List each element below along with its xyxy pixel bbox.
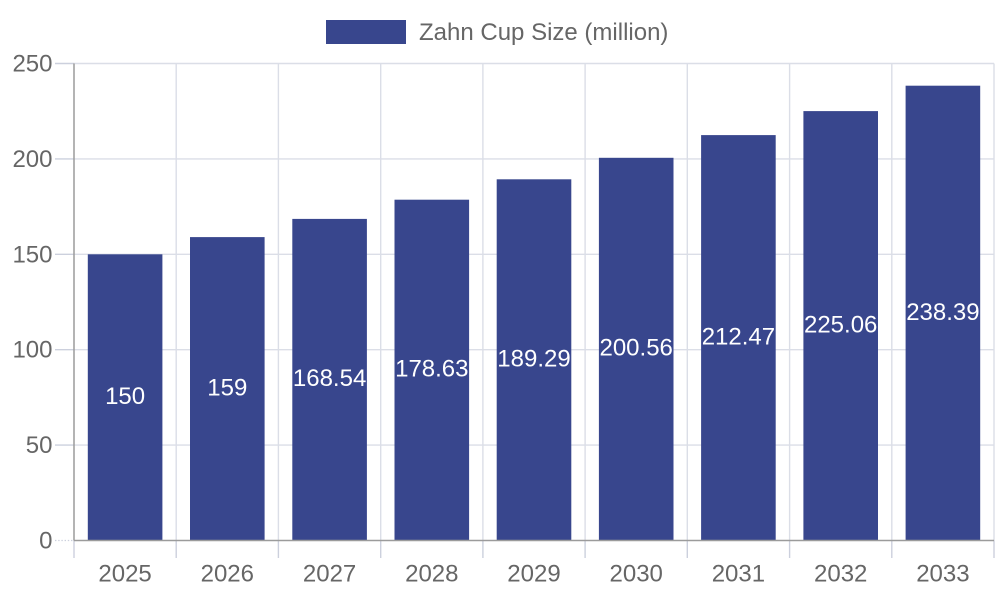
svg-text:Zahn Cup Size (million): Zahn Cup Size (million) [419, 19, 668, 46]
svg-text:100: 100 [12, 337, 52, 364]
svg-text:212.47: 212.47 [702, 323, 775, 350]
svg-text:2026: 2026 [201, 561, 254, 588]
svg-text:159: 159 [207, 374, 247, 401]
svg-text:150: 150 [12, 241, 52, 268]
svg-text:2028: 2028 [405, 561, 458, 588]
svg-text:2029: 2029 [507, 561, 560, 588]
svg-text:250: 250 [12, 51, 52, 78]
svg-text:200: 200 [12, 146, 52, 173]
svg-text:2032: 2032 [814, 561, 867, 588]
svg-text:50: 50 [26, 432, 53, 459]
svg-text:2030: 2030 [610, 561, 663, 588]
svg-text:200.56: 200.56 [599, 335, 672, 362]
svg-text:178.63: 178.63 [395, 356, 468, 383]
svg-text:0: 0 [39, 528, 52, 555]
svg-text:2025: 2025 [98, 561, 151, 588]
svg-text:225.06: 225.06 [804, 311, 877, 338]
svg-text:168.54: 168.54 [293, 365, 366, 392]
svg-text:150: 150 [105, 383, 145, 410]
svg-text:189.29: 189.29 [497, 345, 570, 372]
svg-text:238.39: 238.39 [906, 299, 979, 326]
svg-text:2027: 2027 [303, 561, 356, 588]
svg-text:2031: 2031 [712, 561, 765, 588]
svg-text:2033: 2033 [916, 561, 969, 588]
